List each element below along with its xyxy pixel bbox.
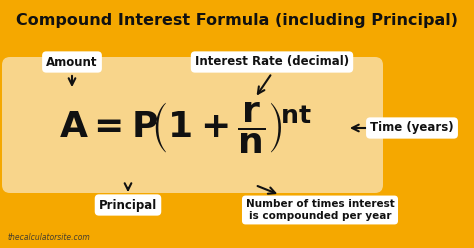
Text: Amount: Amount xyxy=(46,56,98,68)
Text: Compound Interest Formula (including Principal): Compound Interest Formula (including Pri… xyxy=(16,12,458,28)
FancyBboxPatch shape xyxy=(2,57,383,193)
Text: Interest Rate (decimal): Interest Rate (decimal) xyxy=(195,56,349,68)
Text: thecalculatorsite.com: thecalculatorsite.com xyxy=(8,234,91,243)
Text: Time (years): Time (years) xyxy=(370,122,454,134)
Text: Number of times interest
is compounded per year: Number of times interest is compounded p… xyxy=(246,199,394,221)
Text: $\mathbf{A = P\!\left(1+\dfrac{r}{n}\right)^{\!nt}}$: $\mathbf{A = P\!\left(1+\dfrac{r}{n}\rig… xyxy=(58,100,311,156)
Text: Principal: Principal xyxy=(99,198,157,212)
